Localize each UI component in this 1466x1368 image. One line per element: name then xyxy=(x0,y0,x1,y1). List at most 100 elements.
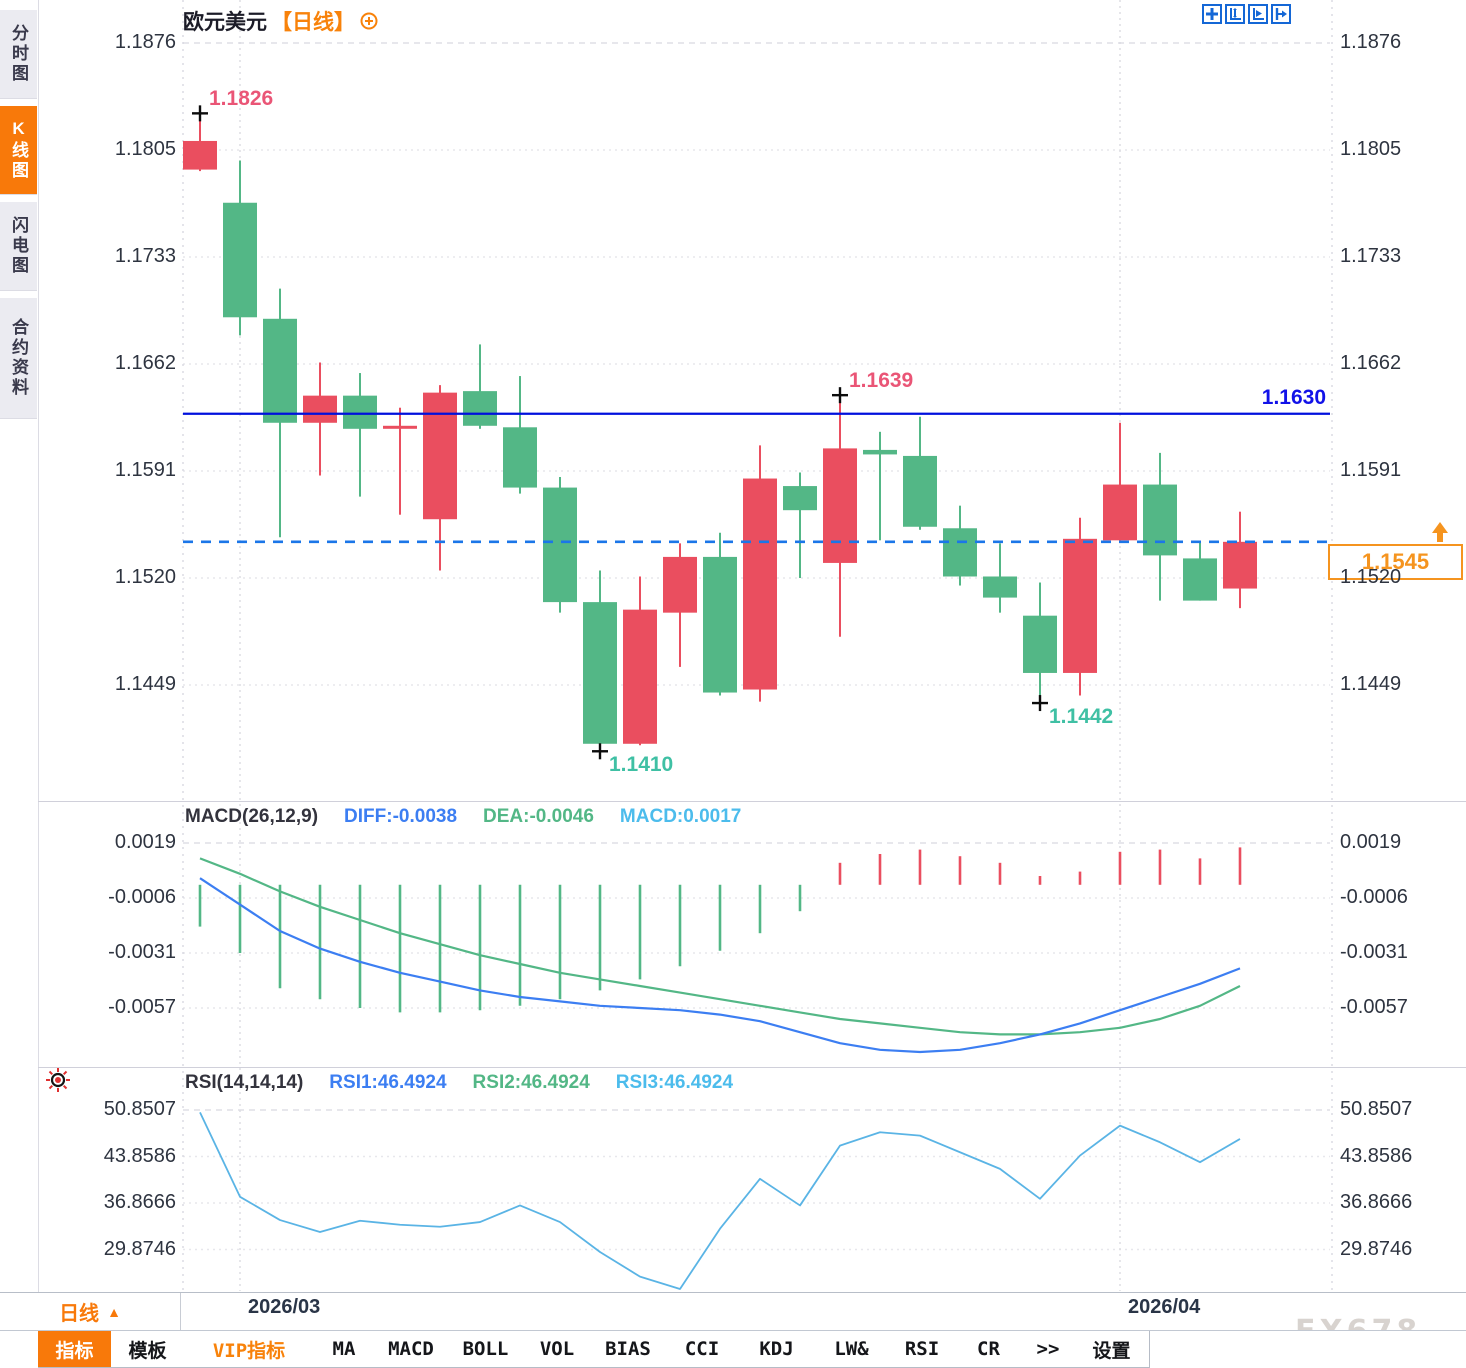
period-selector-label: 日线 xyxy=(59,1303,100,1325)
candlestick xyxy=(1103,422,1137,541)
toolbar-button-[interactable]: 模板 xyxy=(111,1331,185,1368)
candlestick xyxy=(743,445,777,702)
period-selector[interactable]: 日线 ▲ xyxy=(0,1293,181,1330)
candlestick xyxy=(583,570,617,746)
candlestick xyxy=(703,532,737,696)
candlestick xyxy=(1223,511,1257,609)
macd-axis-label-left: -0.0031 xyxy=(108,941,176,963)
swing-marker xyxy=(592,743,608,760)
candlestick xyxy=(1063,517,1097,696)
x-axis-date-label: 2026/03 xyxy=(248,1296,321,1318)
candlestick xyxy=(183,118,217,172)
rsi-axis-label-right: 50.8507 xyxy=(1340,1098,1413,1120)
resistance-price-label: 1.1630 xyxy=(1261,386,1326,409)
price-axis-label-left: 1.1449 xyxy=(114,673,176,695)
price-up-arrow-icon xyxy=(1432,522,1448,533)
chart-canvas xyxy=(182,0,1333,1291)
current-price-badge: 1.1545 xyxy=(1328,544,1463,580)
price-axis-label-right: 1.1876 xyxy=(1340,31,1402,53)
sidebar-tab-4[interactable]: 合约资料 xyxy=(0,298,37,419)
candlestick xyxy=(343,373,377,497)
price-axis-label-left: 1.1733 xyxy=(114,245,176,267)
toolbar-button-macd[interactable]: MACD xyxy=(374,1331,449,1368)
swing-marker xyxy=(1032,695,1048,712)
crosshair-move-icon[interactable] xyxy=(1202,4,1222,24)
macd-axis-label-right: 0.0019 xyxy=(1340,831,1402,853)
macd-title: MACD(26,12,9) xyxy=(185,806,319,827)
pan-right-icon[interactable] xyxy=(1271,4,1291,24)
macd-axis-label-right: -0.0031 xyxy=(1340,941,1408,963)
candlestick xyxy=(503,376,537,494)
price-axis-label-right: 1.1449 xyxy=(1340,673,1402,695)
candlestick xyxy=(623,576,657,746)
axis-play-icon[interactable] xyxy=(1248,4,1268,24)
pane-separator xyxy=(38,801,1466,802)
x-axis-date-label: 2026/04 xyxy=(1128,1296,1201,1318)
toolbar-button-lw[interactable]: LW& xyxy=(814,1331,890,1368)
candlestick xyxy=(783,472,817,578)
candlestick xyxy=(1143,452,1177,601)
sidebar-tab-1[interactable]: 分时图 xyxy=(0,10,37,99)
price-axis-label-left: 1.1520 xyxy=(114,566,176,588)
add-indicator-icon[interactable] xyxy=(359,11,379,31)
swing-price-label: 1.1442 xyxy=(1049,705,1114,729)
chart-tool-buttons xyxy=(1202,4,1291,24)
candlestick xyxy=(463,344,497,429)
rsi-header: RSI(14,14,14) RSI1:46.4924 RSI2:46.4924 … xyxy=(185,1072,733,1094)
price-axis-label-right: 1.1520 xyxy=(1340,566,1402,588)
x-axis-strip: 日线 ▲ xyxy=(0,1292,1466,1331)
macd-diff-value: DIFF:-0.0038 xyxy=(344,806,458,827)
sidebar-tab-3[interactable]: 闪电图 xyxy=(0,202,37,291)
candlestick xyxy=(983,543,1017,613)
toolbar-button-vol[interactable]: VOL xyxy=(523,1331,592,1368)
swing-price-label: 1.1639 xyxy=(849,369,914,393)
toolbar-button-kdj[interactable]: KDJ xyxy=(739,1331,815,1368)
toolbar-button-cr[interactable]: CR xyxy=(955,1331,1023,1368)
toolbar-button-ma[interactable]: MA xyxy=(314,1331,375,1368)
candlestick xyxy=(303,362,337,476)
candlestick xyxy=(663,543,697,667)
sidebar: 分时图 K线图闪电图合约资料 xyxy=(0,0,39,1292)
rsi-axis-label-right: 29.8746 xyxy=(1340,1237,1413,1260)
swing-marker xyxy=(192,105,208,122)
swing-price-label: 1.1410 xyxy=(609,753,674,777)
candlestick xyxy=(1023,582,1057,698)
macd-axis-label-left: -0.0057 xyxy=(108,996,176,1018)
rsi3-value: RSI3:46.4924 xyxy=(615,1072,734,1093)
rsi-axis-label-left: 36.8666 xyxy=(103,1191,176,1213)
swing-marker xyxy=(832,387,848,404)
candlestick xyxy=(823,400,857,637)
toolbar-button-cci[interactable]: CCI xyxy=(665,1331,740,1368)
price-axis-label-right: 1.1805 xyxy=(1340,138,1402,160)
swing-price-label: 1.1826 xyxy=(209,87,274,111)
price-axis-label-left: 1.1662 xyxy=(114,352,176,374)
rsi2-value: RSI2:46.4924 xyxy=(472,1072,590,1093)
zoom-x-axis-icon[interactable] xyxy=(1225,4,1245,24)
macd-macd-value: MACD:0.0017 xyxy=(619,806,742,827)
candlestick xyxy=(903,416,937,530)
macd-axis-label-left: 0.0019 xyxy=(114,831,176,853)
sidebar-tab-2[interactable]: K线图 xyxy=(0,106,37,195)
price-up-arrow-icon xyxy=(1437,533,1443,542)
toolbar-button-[interactable]: >> xyxy=(1022,1331,1075,1368)
candlestick xyxy=(223,160,257,336)
price-axis-label-right: 1.1591 xyxy=(1340,459,1402,481)
toolbar-button-bias[interactable]: BIAS xyxy=(591,1331,666,1368)
macd-diff-line xyxy=(199,877,1241,1054)
rsi-line xyxy=(199,1111,1241,1290)
macd-axis-label-right: -0.0006 xyxy=(1340,886,1408,908)
candlestick xyxy=(1183,541,1217,601)
toolbar-button-[interactable]: 设置 xyxy=(1074,1331,1150,1368)
toolbar-button-boll[interactable]: BOLL xyxy=(448,1331,524,1368)
macd-dea-value: DEA:-0.0046 xyxy=(483,806,594,827)
price-axis-label-right: 1.1733 xyxy=(1340,245,1402,267)
candlestick xyxy=(943,505,977,586)
pane-separator xyxy=(38,1067,1466,1068)
alert-sun-icon[interactable] xyxy=(44,1066,72,1094)
price-axis-label-left: 1.1591 xyxy=(114,459,176,481)
toolbar-button-[interactable]: 指标 xyxy=(38,1331,112,1368)
toolbar-button-rsi[interactable]: RSI xyxy=(889,1331,956,1368)
toolbar-button-vip[interactable]: VIP指标 xyxy=(184,1331,315,1368)
rsi-axis-label-left: 29.8746 xyxy=(103,1237,176,1260)
